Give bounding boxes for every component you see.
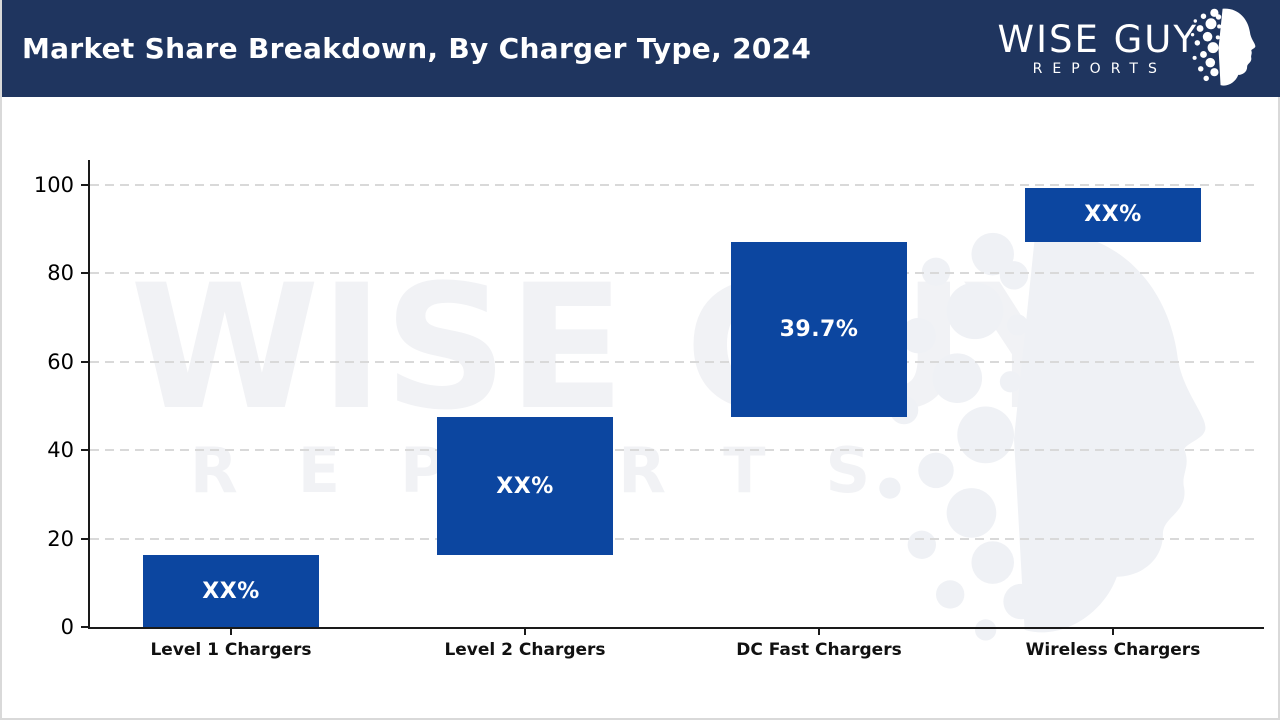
gridline-80 <box>90 272 1260 275</box>
x-axis-tick <box>1112 629 1114 635</box>
bar-value-label: XX% <box>202 578 260 604</box>
category-label: DC Fast Chargers <box>736 640 902 660</box>
y-axis-tick <box>81 272 88 275</box>
category-label: Level 2 Chargers <box>444 640 606 660</box>
y-axis-tick <box>81 537 88 540</box>
gridline-40 <box>90 449 1260 452</box>
brand-wordmark: WISE GUY <box>997 17 1198 61</box>
bar-level-2-chargers: XX% <box>437 417 613 556</box>
brand-subtext: REPORTS <box>1032 61 1167 78</box>
y-axis-tick <box>81 449 88 452</box>
gridline-100 <box>90 184 1260 186</box>
bar-wireless-chargers: XX% <box>1025 188 1201 242</box>
x-axis-tick <box>818 629 820 635</box>
y-axis-tick <box>81 184 88 186</box>
bar-value-label: XX% <box>1084 202 1142 228</box>
y-tick-label: 60 <box>47 349 74 374</box>
bar-value-label: XX% <box>496 473 554 499</box>
y-tick-label: 40 <box>47 438 74 463</box>
header-band: Market Share Breakdown, By Charger Type,… <box>2 0 1280 97</box>
category-label: Level 1 Chargers <box>150 640 312 660</box>
brand-logo: WISE GUY REPORTS <box>998 6 1268 92</box>
bar-value-label: 39.7% <box>779 316 859 342</box>
brand-logo-text: WISE GUY REPORTS <box>997 17 1198 78</box>
x-axis-tick <box>524 629 526 635</box>
x-axis-tick <box>230 629 232 635</box>
y-tick-label: 100 <box>33 173 74 197</box>
y-axis-tick <box>81 360 88 363</box>
chart-title: Market Share Breakdown, By Charger Type,… <box>22 32 812 65</box>
y-tick-label: 20 <box>47 526 74 551</box>
y-axis <box>88 160 90 629</box>
y-axis-tick <box>81 626 88 628</box>
bar-level-1-chargers: XX% <box>143 555 319 627</box>
y-tick-label: 80 <box>47 261 74 286</box>
brand-head-icon <box>1190 8 1256 86</box>
gridline-20 <box>90 537 1260 540</box>
bar-dc-fast-chargers: 39.7% <box>731 241 907 418</box>
gridline-60 <box>90 360 1260 363</box>
x-axis <box>88 627 1264 629</box>
y-tick-label: 0 <box>60 615 74 639</box>
category-label: Wireless Chargers <box>1025 640 1201 660</box>
